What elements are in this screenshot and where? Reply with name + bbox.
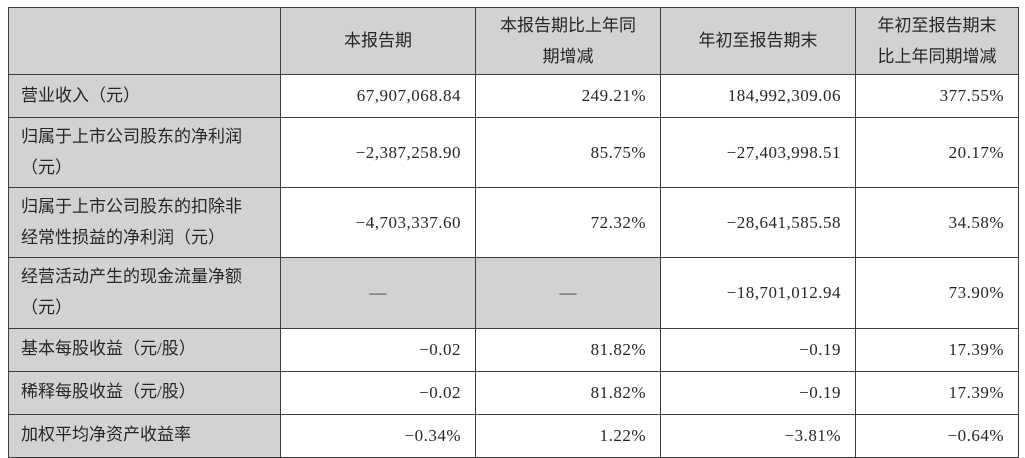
value-current-period: −0.34% [280,413,476,458]
value-current-period-yoy: 72.32% [475,187,661,259]
metric-label: 营业收入（元） [8,74,281,118]
value-ytd: −28,641,585.58 [660,187,856,259]
value-ytd-yoy: 17.39% [855,370,1019,415]
value-current-period-yoy: 1.22% [475,413,661,458]
corner-cell [8,7,281,75]
value-current-period: −0.02 [280,327,476,372]
value-current-period: −0.02 [280,370,476,415]
value-ytd: 184,992,309.06 [660,74,856,118]
value-current-period-yoy: 249.21% [475,74,661,118]
table-row-diluted-eps: 稀释每股收益（元/股） −0.02 81.82% −0.19 17.39% [8,370,1019,415]
value-ytd: −3.81% [660,413,856,458]
value-ytd: −0.19 [660,370,856,415]
header-row: 本报告期 本报告期比上年同 期增减 年初至报告期末 年初至报告期末 比上年同期增… [8,7,1019,75]
value-ytd-yoy: 34.58% [855,187,1019,259]
value-current-period-yoy: 85.75% [475,116,661,189]
value-ytd-yoy: 73.90% [855,257,1019,329]
value-ytd: −18,701,012.94 [660,257,856,329]
table-row-weighted-avg-roe: 加权平均净资产收益率 −0.34% 1.22% −3.81% −0.64% [8,413,1019,458]
metric-label: 稀释每股收益（元/股） [8,370,281,415]
metric-label: 经营活动产生的现金流量净额（元） [8,257,281,329]
col-header-current-period: 本报告期 [280,7,476,75]
table-row-net-profit: 归属于上市公司股东的净利润（元） −2,387,258.90 85.75% −2… [8,116,1019,189]
value-current-period: −2,387,258.90 [280,116,476,189]
value-current-period: 67,907,068.84 [280,74,476,118]
value-current-period: −4,703,337.60 [280,187,476,259]
financial-summary-table: 本报告期 本报告期比上年同 期增减 年初至报告期末 年初至报告期末 比上年同期增… [8,7,1019,458]
value-current-period: — [280,257,476,329]
value-ytd: −0.19 [660,327,856,372]
value-current-period-yoy: 81.82% [475,327,661,372]
value-ytd-yoy: −0.64% [855,413,1019,458]
col-header-ytd-yoy: 年初至报告期末 比上年同期增减 [855,7,1019,75]
col-header-ytd: 年初至报告期末 [660,7,856,75]
value-current-period-yoy: 81.82% [475,370,661,415]
metric-label: 基本每股收益（元/股） [8,327,281,372]
metric-label: 归属于上市公司股东的扣除非经常性损益的净利润（元） [8,187,281,259]
metric-label: 归属于上市公司股东的净利润（元） [8,116,281,189]
table-row-basic-eps: 基本每股收益（元/股） −0.02 81.82% −0.19 17.39% [8,327,1019,372]
value-ytd-yoy: 20.17% [855,116,1019,189]
col-header-current-period-yoy: 本报告期比上年同 期增减 [475,7,661,75]
table-row-operating-cash-flow: 经营活动产生的现金流量净额（元） — — −18,701,012.94 73.9… [8,257,1019,329]
metric-label: 加权平均净资产收益率 [8,413,281,458]
value-current-period-yoy: — [475,257,661,329]
value-ytd-yoy: 377.55% [855,74,1019,118]
table-row-revenue: 营业收入（元） 67,907,068.84 249.21% 184,992,30… [8,74,1019,118]
table-row-net-profit-excl-nonrecurring: 归属于上市公司股东的扣除非经常性损益的净利润（元） −4,703,337.60 … [8,187,1019,259]
value-ytd-yoy: 17.39% [855,327,1019,372]
value-ytd: −27,403,998.51 [660,116,856,189]
